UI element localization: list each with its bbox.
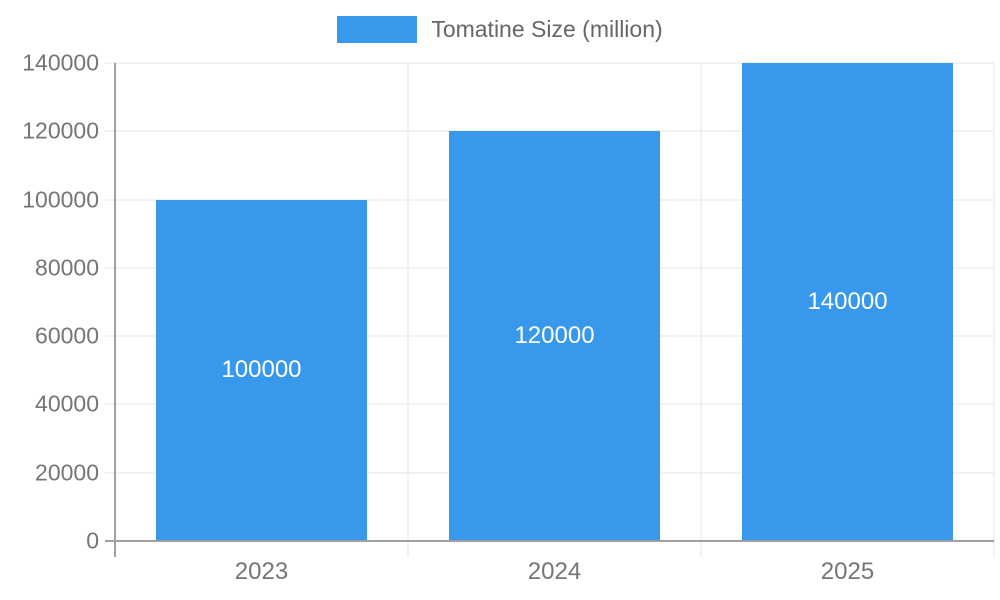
y-tick-mark <box>105 472 115 474</box>
y-tick-mark <box>105 199 115 201</box>
y-tick-mark <box>105 267 115 269</box>
y-axis-tick-label: 100000 <box>22 186 99 213</box>
bar-2025[interactable] <box>741 63 954 541</box>
legend[interactable]: Tomatine Size (million) <box>0 16 1000 43</box>
bar-value-label: 100000 <box>221 356 302 384</box>
y-grid-line <box>115 130 994 132</box>
bar-value-label: 120000 <box>514 322 595 350</box>
legend-swatch <box>337 16 418 43</box>
y-grid-line <box>115 62 994 64</box>
bar-value-label: 140000 <box>807 288 888 315</box>
bar-2023[interactable] <box>155 199 368 541</box>
x-grid-line <box>700 63 702 557</box>
x-axis-baseline <box>105 540 994 542</box>
y-axis-tick-label: 80000 <box>35 254 99 281</box>
x-axis-category-label: 2024 <box>527 558 582 585</box>
x-axis-category-label: 2025 <box>820 558 875 585</box>
y-axis-tick-label: 140000 <box>22 49 99 76</box>
y-tick-mark <box>105 403 115 405</box>
y-axis-tick-label: 120000 <box>22 117 99 144</box>
y-axis-tick-label: 20000 <box>35 459 99 486</box>
y-tick-mark <box>105 130 115 132</box>
y-axis-tick-label: 40000 <box>35 390 99 417</box>
y-tick-mark <box>105 335 115 337</box>
y-axis-line <box>114 63 116 557</box>
y-tick-mark <box>105 62 115 64</box>
y-axis-tick-label: 0 <box>86 527 99 554</box>
bar-2024[interactable] <box>448 131 661 541</box>
x-grid-line <box>993 63 995 557</box>
x-axis-category-label: 2023 <box>234 558 289 585</box>
y-axis-tick-label: 60000 <box>35 322 99 349</box>
plot-area: 0 20000 40000 60000 80000 100000 120000 140000 1… <box>22 50 995 585</box>
x-grid-line <box>407 63 409 557</box>
legend-label: Tomatine Size (million) <box>431 16 663 42</box>
